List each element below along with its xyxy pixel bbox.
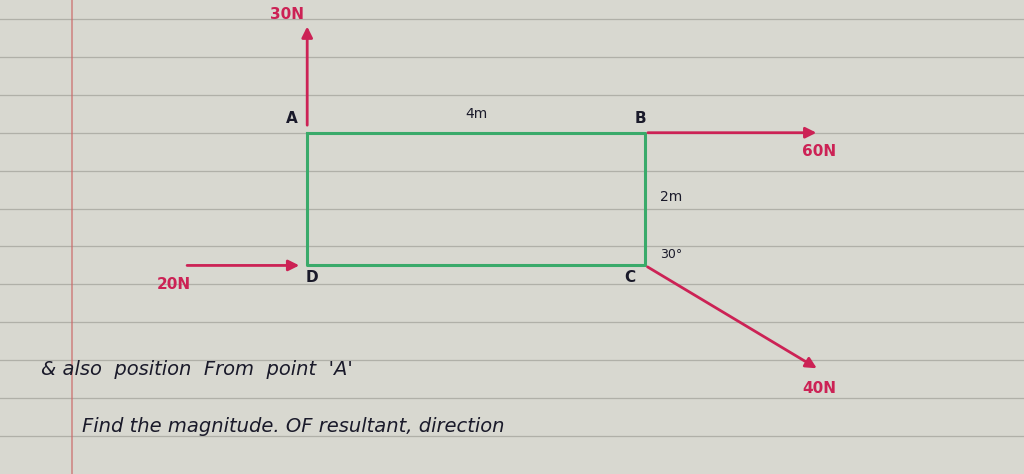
Text: 30N: 30N [269,7,304,22]
Text: Find the magnitude. OF resultant, direction: Find the magnitude. OF resultant, direct… [82,417,505,436]
Text: 30°: 30° [660,248,683,261]
Text: 2m: 2m [659,190,682,204]
Text: C: C [625,270,635,285]
Text: 60N: 60N [802,144,837,159]
Text: D: D [306,270,318,285]
Text: 4m: 4m [465,107,487,121]
Text: B: B [634,111,646,126]
Text: & also  position  From  point  'A': & also position From point 'A' [41,360,352,379]
Text: A: A [286,111,298,126]
Text: 40N: 40N [802,381,837,396]
Text: 20N: 20N [157,277,191,292]
